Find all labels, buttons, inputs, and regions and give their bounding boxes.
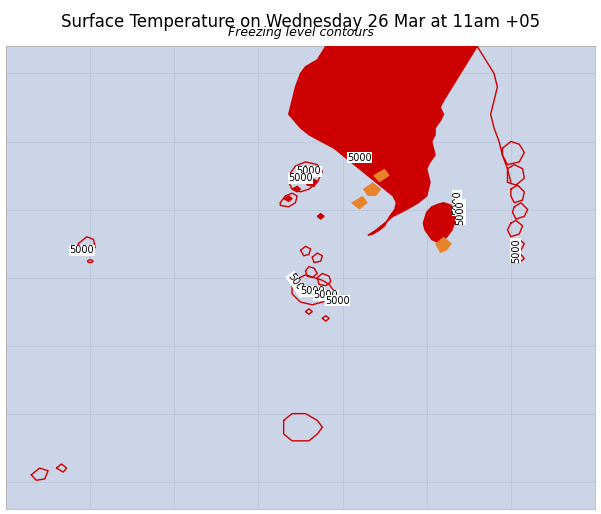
Text: 5000: 5000 xyxy=(511,238,521,263)
Polygon shape xyxy=(373,169,389,182)
Polygon shape xyxy=(292,187,300,192)
Text: 5000: 5000 xyxy=(456,200,465,225)
Text: 5000: 5000 xyxy=(314,290,338,300)
Polygon shape xyxy=(317,214,324,219)
Text: 5000: 5000 xyxy=(300,286,325,296)
Text: 5000: 5000 xyxy=(347,153,371,163)
Polygon shape xyxy=(305,178,317,187)
Polygon shape xyxy=(284,196,292,201)
Text: 5000: 5000 xyxy=(325,296,350,306)
Text: 5000: 5000 xyxy=(70,245,94,255)
Text: Freezing level contours: Freezing level contours xyxy=(228,26,373,39)
Text: 5000: 5000 xyxy=(288,173,313,183)
Text: Surface Temperature on Wednesday 26 Mar at 11am +05: Surface Temperature on Wednesday 26 Mar … xyxy=(61,13,540,31)
Polygon shape xyxy=(288,46,477,235)
Polygon shape xyxy=(363,182,381,196)
Text: 5000: 5000 xyxy=(286,271,308,297)
Polygon shape xyxy=(435,237,452,253)
Text: 5000: 5000 xyxy=(452,190,462,215)
Text: 5000: 5000 xyxy=(297,167,321,176)
Polygon shape xyxy=(300,166,313,175)
Polygon shape xyxy=(423,203,457,244)
Polygon shape xyxy=(351,196,368,210)
